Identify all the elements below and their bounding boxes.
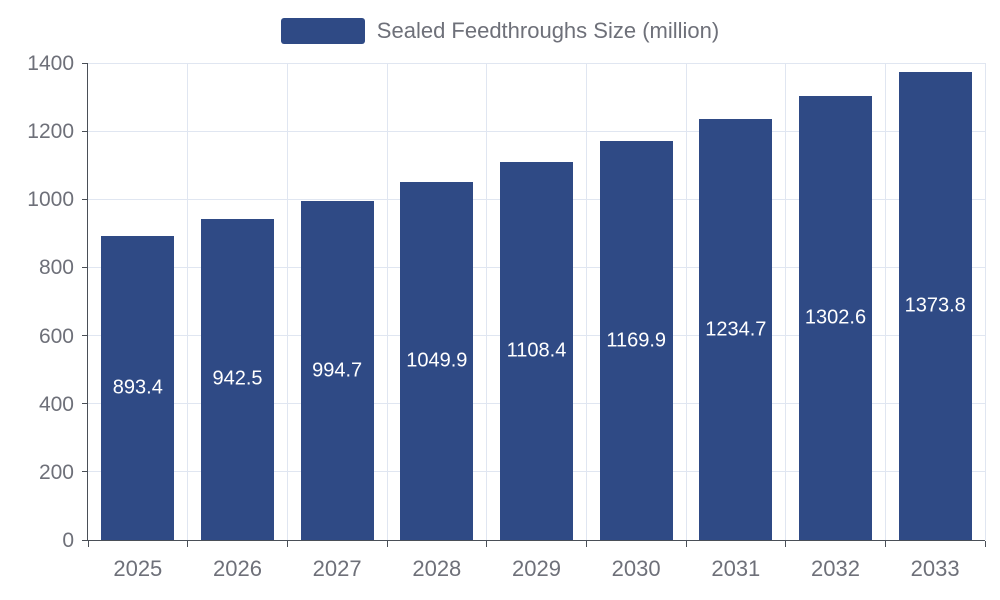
x-gridline [884, 63, 886, 540]
x-gridline [984, 63, 986, 540]
y-tick-label: 1200 [27, 120, 74, 144]
x-axis-tick [286, 541, 288, 547]
bar-value-label: 942.5 [212, 367, 263, 390]
bar-2030[interactable]: 1169.9 [599, 141, 673, 540]
y-tick-label: 0 [62, 529, 74, 552]
y-tick-label: 600 [38, 324, 74, 348]
bar-2031[interactable]: 1234.7 [699, 119, 773, 540]
y-gridline [88, 130, 985, 132]
bar-value-label: 1169.9 [606, 329, 666, 352]
x-gridline [187, 63, 189, 540]
x-gridline [785, 63, 787, 540]
y-axis-tick [82, 266, 88, 268]
bar-2025[interactable]: 893.4 [101, 235, 175, 540]
legend-swatch[interactable] [280, 18, 365, 44]
bar-value-label: 1302.6 [804, 306, 867, 329]
bar-value-label: 1108.4 [506, 339, 567, 362]
x-gridline [386, 63, 388, 540]
x-tick-label: 2026 [213, 556, 262, 581]
x-gridline [286, 63, 288, 540]
x-tick-label: 2028 [412, 556, 462, 581]
x-axis-line [87, 540, 985, 541]
y-tick-label: 200 [38, 460, 74, 484]
x-tick-label: 2033 [910, 556, 960, 581]
x-axis-tick [785, 541, 787, 547]
x-axis-tick [984, 541, 986, 547]
x-gridline [486, 63, 488, 540]
x-axis-tick [884, 541, 886, 547]
legend[interactable]: Sealed Feedthroughs Size (million) [0, 14, 1000, 48]
x-tick-label: 2030 [611, 556, 661, 581]
y-axis-tick [82, 335, 88, 337]
y-tick-label: 1000 [27, 188, 74, 212]
bar-2029[interactable]: 1108.4 [500, 162, 573, 540]
y-tick-label: 800 [38, 256, 74, 280]
bar-value-label: 1234.7 [705, 318, 767, 341]
x-gridline [685, 63, 687, 540]
y-axis-tick [82, 62, 88, 64]
x-axis-tick [87, 541, 89, 547]
y-axis-tick [82, 403, 88, 405]
x-tick-label: 2027 [312, 556, 362, 581]
y-tick-label: 400 [38, 392, 74, 416]
x-axis-tick [386, 541, 388, 547]
x-gridline [585, 63, 587, 540]
y-axis-tick [82, 471, 88, 473]
y-axis-tick [82, 198, 88, 200]
x-axis-tick [685, 541, 687, 547]
x-tick-label: 2031 [711, 556, 761, 581]
bar-value-label: 1373.8 [904, 294, 966, 317]
bar-value-label: 893.4 [112, 376, 163, 399]
bar-2033[interactable]: 1373.8 [898, 71, 972, 540]
bar-2028[interactable]: 1049.9 [400, 182, 474, 540]
x-axis-tick [585, 541, 587, 547]
bar-value-label: 994.7 [312, 359, 363, 382]
y-axis-tick [82, 130, 88, 132]
x-tick-label: 2025 [113, 556, 163, 581]
y-tick-label: 1400 [27, 52, 74, 75]
legend-label: Sealed Feedthroughs Size (million) [376, 18, 720, 43]
bar-2027[interactable]: 994.7 [300, 201, 374, 540]
x-tick-label: 2029 [512, 556, 561, 581]
y-axis-line [87, 63, 88, 541]
x-tick-label: 2032 [811, 556, 860, 581]
bar-2026[interactable]: 942.5 [201, 218, 274, 540]
x-axis-tick [187, 541, 189, 547]
bar-2032[interactable]: 1302.6 [799, 96, 872, 540]
y-gridline [88, 62, 985, 64]
y-axis-tick [82, 539, 88, 541]
bar-value-label: 1049.9 [406, 349, 468, 372]
x-axis-tick [486, 541, 488, 547]
